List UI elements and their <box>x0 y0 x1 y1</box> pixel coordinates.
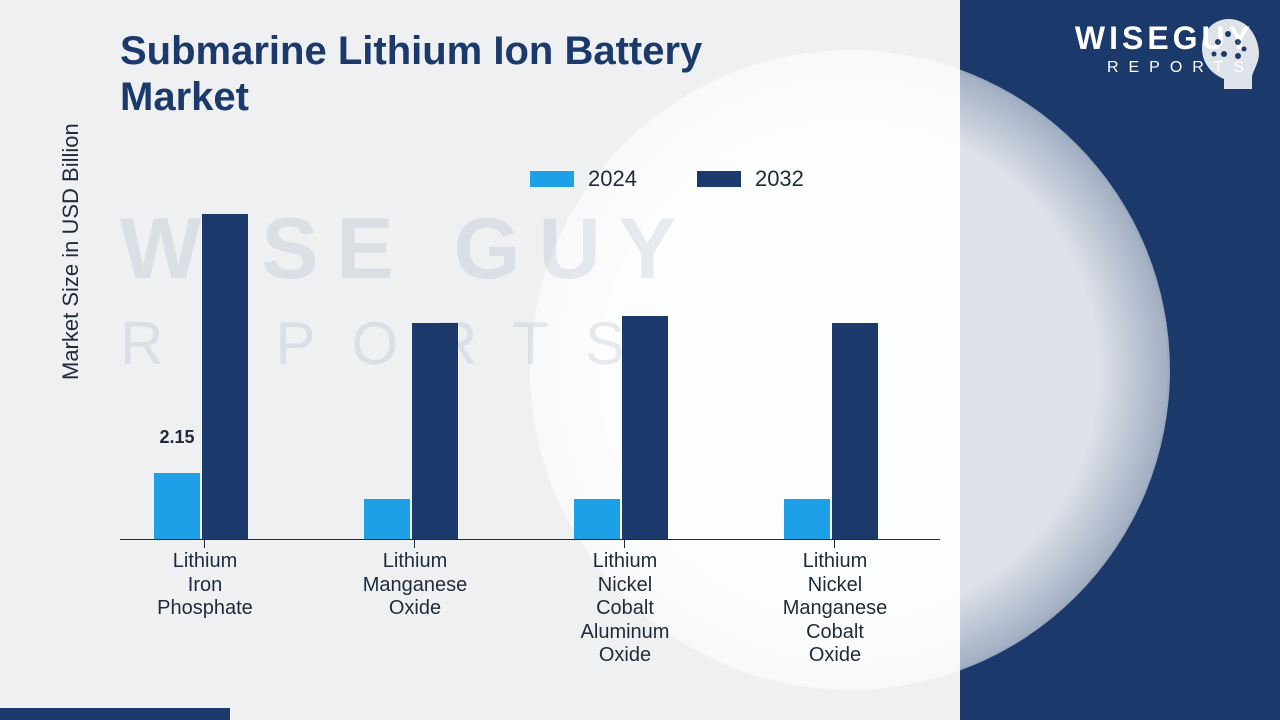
bar-2032 <box>622 316 668 539</box>
legend-swatch-2032 <box>697 171 741 187</box>
legend: 2024 2032 <box>530 166 804 192</box>
bar-2032 <box>202 214 248 539</box>
bar-2024 <box>364 499 410 539</box>
legend-item-2024: 2024 <box>530 166 637 192</box>
bottom-accent-bar <box>0 708 230 720</box>
bar-2032 <box>832 323 878 539</box>
brand-logo: WISEGUY REPORTS <box>1075 20 1254 77</box>
bar-chart: 2.15LithiumIronPhosphateLithiumManganese… <box>120 200 940 540</box>
legend-item-2032: 2032 <box>697 166 804 192</box>
legend-swatch-2024 <box>530 171 574 187</box>
bar-2024 <box>784 499 830 539</box>
bar-value-label: 2.15 <box>147 427 207 448</box>
bar-2024 <box>574 499 620 539</box>
page: WISEGUY REPORTS Submarine Lithium Ion Ba… <box>0 0 1280 720</box>
category-label: LithiumIronPhosphate <box>125 540 285 621</box>
chart-title: Submarine Lithium Ion Battery Market <box>120 28 840 120</box>
right-brand-panel <box>960 0 1280 720</box>
legend-label-2032: 2032 <box>755 166 804 192</box>
category-label: LithiumNickelManganeseCobaltOxide <box>755 540 915 668</box>
brand-head-icon <box>1194 14 1264 94</box>
bar-2024 <box>154 473 200 539</box>
category-label: LithiumNickelCobaltAluminumOxide <box>545 540 705 668</box>
legend-label-2024: 2024 <box>588 166 637 192</box>
category-label: LithiumManganeseOxide <box>335 540 495 621</box>
y-axis-label: Market Size in USD Billion <box>58 123 84 380</box>
bar-2032 <box>412 323 458 539</box>
